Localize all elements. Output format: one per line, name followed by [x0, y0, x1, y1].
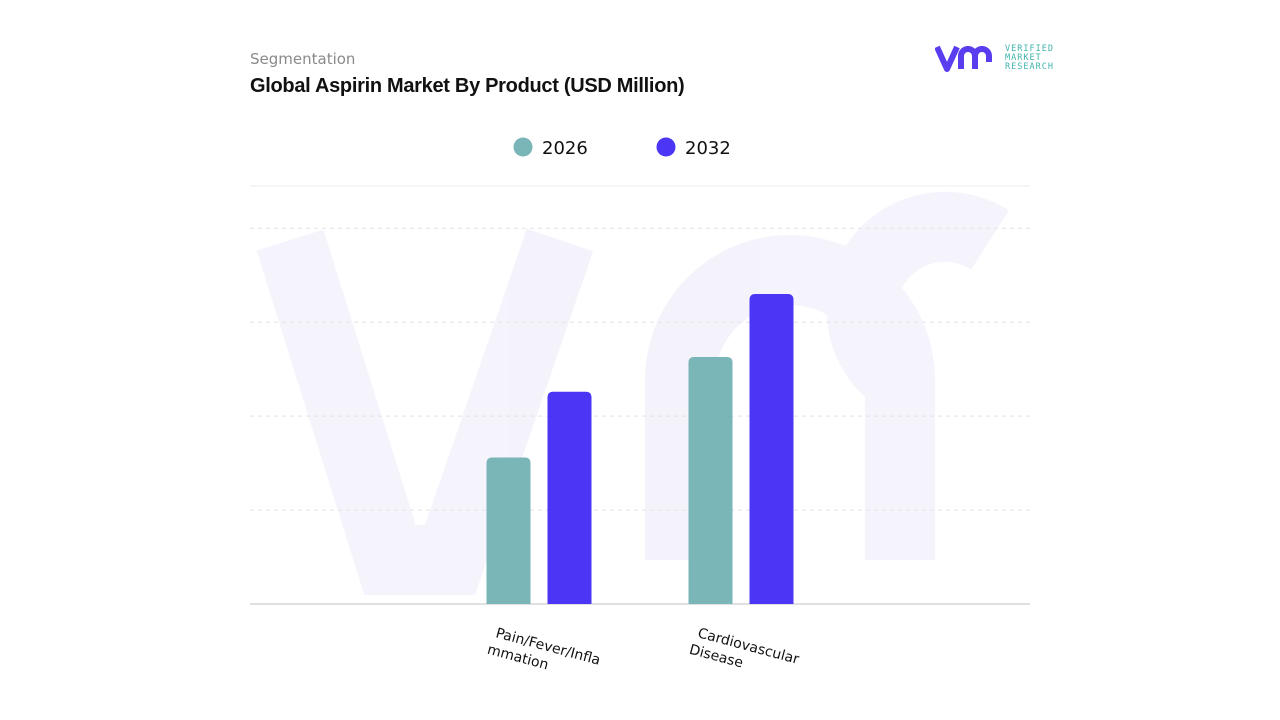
x-tick-label: CardiovascularDisease: [687, 624, 801, 685]
legend-label-2032: 2032: [685, 138, 731, 159]
bar-2032-0: [547, 391, 592, 604]
watermark: [256, 191, 1009, 595]
vmr-logo: VERIFIED MARKET RESEARCH: [935, 44, 1054, 72]
logo-text: VERIFIED MARKET RESEARCH: [1005, 43, 1054, 72]
bar-2026-1: [688, 356, 733, 604]
legend-marker-2026: [513, 137, 533, 157]
legend-label-2026: 2026: [542, 138, 588, 159]
x-tick-label: Pain/Fever/Inflammation: [485, 624, 602, 686]
legend-marker-2032: [656, 137, 676, 157]
page-title: Global Aspirin Market By Product (USD Mi…: [250, 75, 685, 97]
bar-2026-0: [486, 457, 531, 604]
subtitle: Segmentation: [250, 50, 356, 68]
vmr-logo-mark-icon: [935, 45, 992, 72]
bar-2032-1: [749, 294, 794, 604]
